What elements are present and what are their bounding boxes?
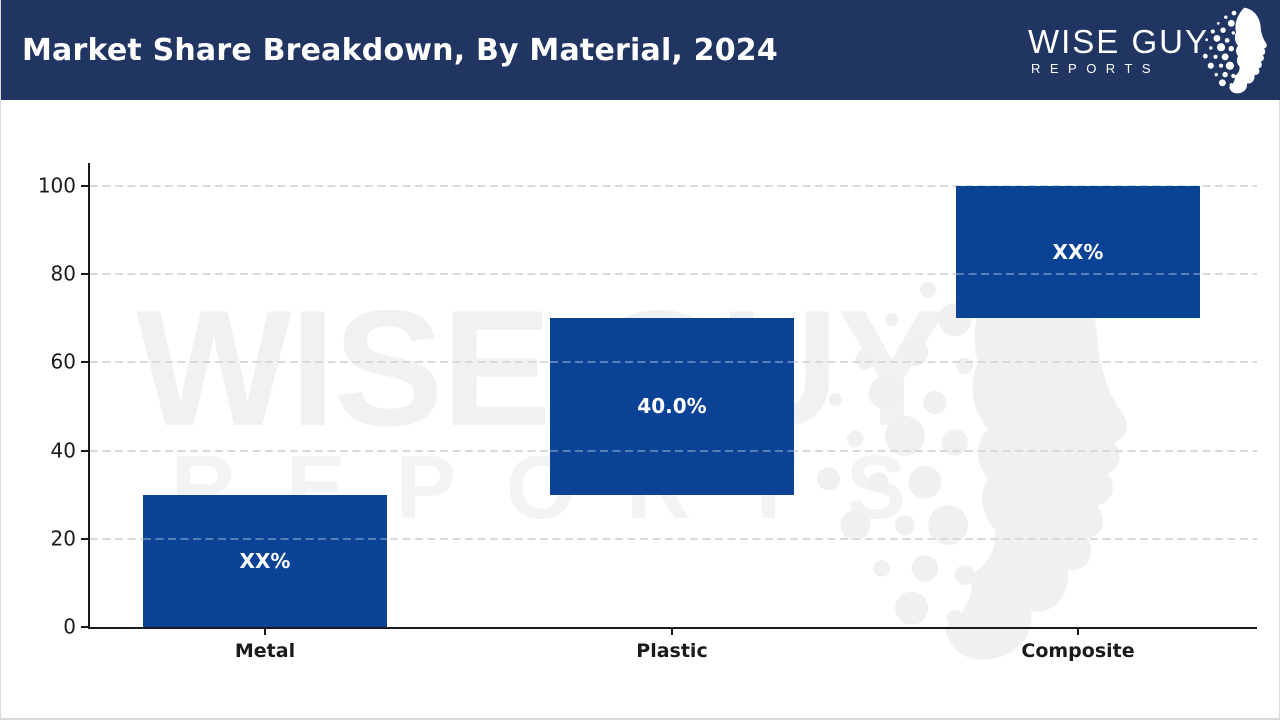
y-tick-mark (81, 537, 88, 540)
x-tick-mark (1077, 629, 1079, 635)
brand-name: WISE GUY (1027, 23, 1209, 60)
y-tick-label: 100 (37, 173, 76, 198)
bar-composite: XX% (956, 186, 1200, 319)
y-tick-mark (81, 185, 88, 187)
y-tick-mark (81, 273, 88, 276)
page-title: Market Share Breakdown, By Material, 202… (22, 32, 778, 68)
x-category-label: Composite (1021, 640, 1135, 662)
x-category-label: Plastic (636, 640, 708, 662)
y-tick-mark (81, 449, 88, 452)
bar-value-label: 40.0% (637, 394, 707, 419)
y-tick-mark (81, 626, 88, 628)
brand-logo-text: WISE GUY REPORTS (1028, 25, 1209, 75)
gridline-over-bar (550, 361, 794, 364)
y-tick-label: 80 (50, 261, 76, 286)
bar-metal: XX% (143, 494, 387, 627)
bar-plastic: 40.0% (550, 318, 794, 495)
x-tick-mark (264, 629, 266, 635)
gridline-over-bar (550, 449, 794, 452)
y-tick-label: 0 (63, 614, 76, 639)
header-bar: Market Share Breakdown, By Material, 202… (1, 0, 1280, 100)
y-tick-label: 40 (50, 438, 76, 463)
chart-plot-area: 0 20 40 60 80 100 XX% 40.0% XX% Metal Plastic Compo… (38, 163, 1257, 662)
y-tick-label: 60 (50, 349, 76, 374)
brand-subname: REPORTS (1030, 61, 1161, 76)
y-gridline (90, 273, 1257, 276)
gridline-over-bar (143, 537, 387, 540)
y-gridline (90, 537, 1257, 540)
y-axis-line (88, 163, 90, 629)
x-axis-line (88, 627, 1257, 629)
brand-logo: WISE GUY REPORTS (1028, 4, 1280, 96)
y-tick-label: 20 (50, 526, 76, 551)
x-category-label: Metal (234, 640, 296, 662)
y-tick-mark (81, 361, 88, 364)
x-tick-mark (671, 629, 673, 635)
y-gridline (90, 185, 1257, 187)
bar-value-label: XX% (1052, 240, 1104, 265)
bar-value-label: XX% (239, 548, 291, 573)
